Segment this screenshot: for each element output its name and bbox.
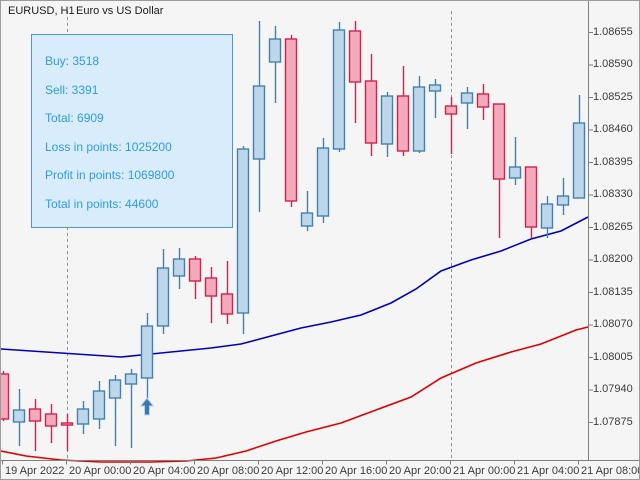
price-axis-label: 1.08070 xyxy=(593,318,633,330)
candle-body-bull xyxy=(332,29,346,150)
price-axis-label: 1.08330 xyxy=(593,188,633,200)
time-axis-label: 20 Apr 04:00 xyxy=(133,465,196,477)
panel-profit-points: Profit in points: 1069800 xyxy=(45,168,175,182)
candle-body-bear xyxy=(444,105,458,115)
candle-body-bull xyxy=(460,92,474,104)
candle-body-bull xyxy=(12,409,26,423)
time-axis-label: 20 Apr 20:00 xyxy=(389,465,452,477)
candle-body-bull xyxy=(76,408,90,425)
candle-body-bear xyxy=(284,38,298,202)
chart-description: Euro vs US Dollar xyxy=(76,5,164,17)
price-axis-label: 1.08655 xyxy=(593,25,633,38)
candle-body-bull xyxy=(540,203,554,229)
candle-body-bull xyxy=(556,195,570,206)
time-axis-label: 21 Apr 08:00 xyxy=(581,465,640,477)
candle-body-bear xyxy=(44,413,58,427)
candle-body-bull xyxy=(572,122,586,199)
candle-body-bear xyxy=(204,277,218,297)
candle-body-bear xyxy=(348,30,362,83)
candle-body-bear xyxy=(364,80,378,144)
candle-body-bear xyxy=(188,258,202,282)
time-axis-label: 20 Apr 08:00 xyxy=(197,465,260,477)
time-axis-label: 21 Apr 00:00 xyxy=(453,465,516,477)
candle-body-bear xyxy=(220,293,234,315)
candle-body-bull xyxy=(508,166,522,179)
candle-body-bear xyxy=(476,93,490,108)
panel-buy-count: Buy: 3518 xyxy=(45,54,100,68)
candle-body-bear xyxy=(60,422,74,426)
candle-body-bull xyxy=(172,258,186,277)
ma-line-blue xyxy=(1,216,589,358)
time-axis-label: 21 Apr 04:00 xyxy=(517,465,580,477)
candle-body-bull xyxy=(300,212,314,227)
price-axis-label: 1.08135 xyxy=(593,285,633,298)
ma-line-red xyxy=(1,326,589,463)
time-axis-label: 20 Apr 00:00 xyxy=(69,465,132,477)
price-axis-label: 1.08265 xyxy=(593,220,633,233)
panel-sell-count: Sell: 3391 xyxy=(45,82,99,97)
candle-body-bull xyxy=(252,85,266,160)
buy-arrow-icon xyxy=(139,397,155,416)
chart-symbol-period: EURUSD, H1 xyxy=(8,5,75,17)
panel-total-points: Total in points: 44600 xyxy=(45,196,159,211)
candle-body-bull xyxy=(108,379,122,399)
price-axis-label: 1.08460 xyxy=(593,123,633,135)
candle-body-bull xyxy=(140,325,154,379)
price-axis-label: 1.08395 xyxy=(593,155,633,168)
candle-body-bull xyxy=(268,38,282,63)
time-axis-label: 20 Apr 16:00 xyxy=(325,465,388,477)
time-axis-label: 20 Apr 12:00 xyxy=(261,465,324,477)
candle-body-bear xyxy=(28,408,42,422)
candle-body-bull xyxy=(380,95,394,145)
chart-title: EURUSD, H1 Euro vs US Dollar xyxy=(8,5,163,17)
price-axis-label: 1.08590 xyxy=(593,58,633,70)
price-axis-label: 1.08200 xyxy=(593,253,633,265)
candle-body-bull xyxy=(316,147,330,217)
panel-loss-points: Loss in points: 1025200 xyxy=(45,139,172,154)
candle-body-bull xyxy=(124,373,138,385)
time-axis-label: 19 Apr 2022 xyxy=(5,465,65,477)
candle-body-bear xyxy=(492,103,506,180)
price-axis-label: 1.07875 xyxy=(593,415,633,428)
candle-body-bear xyxy=(524,166,538,228)
candle-body-bull xyxy=(236,148,250,314)
panel-total-count: Total: 6909 xyxy=(45,111,104,125)
candle-body-bull xyxy=(92,390,106,420)
expert-info-panel: Buy: 3518 Sell: 3391 Total: 6909 Loss in… xyxy=(31,34,233,228)
candle-body-bull xyxy=(428,84,442,92)
price-axis-label: 1.08525 xyxy=(593,90,633,103)
price-axis-label: 1.07940 xyxy=(593,383,633,395)
candle-body-bull xyxy=(156,267,170,327)
price-axis-label: 1.08005 xyxy=(593,350,633,363)
candle-body-bull xyxy=(412,86,426,152)
candle-body-bear xyxy=(396,95,410,152)
candle-body-bear xyxy=(1,373,10,420)
